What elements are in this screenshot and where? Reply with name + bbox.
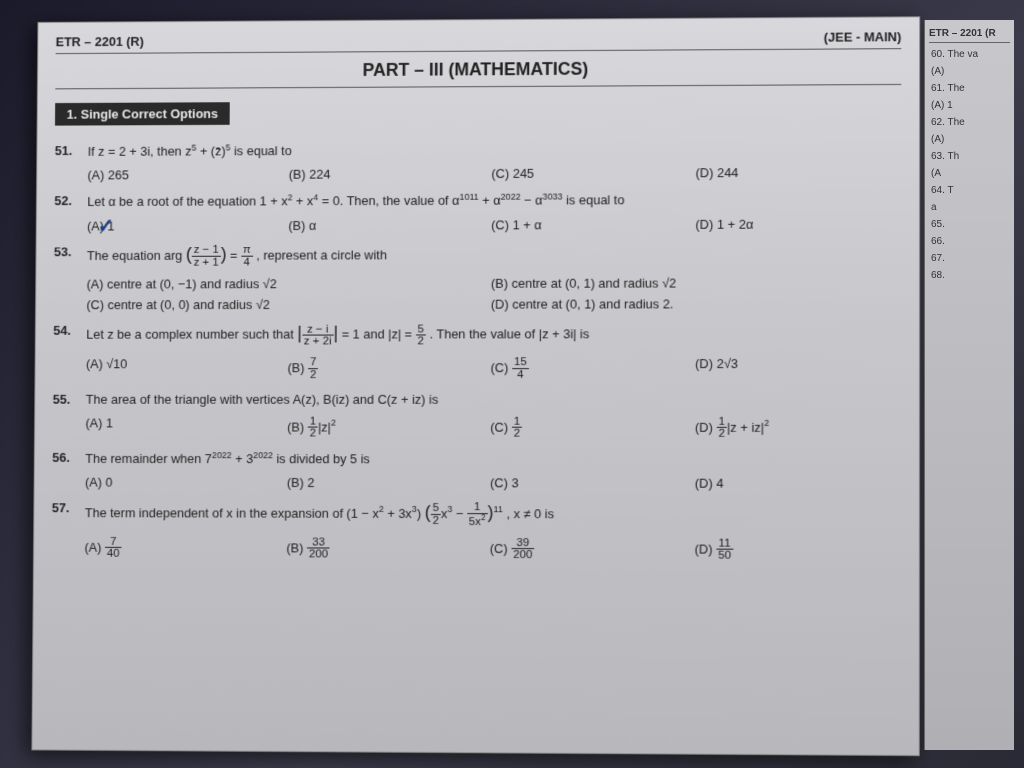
tick-mark: ✓	[98, 213, 114, 238]
side-item: a	[929, 202, 1010, 213]
question-57: 57. The term independent of x in the exp…	[52, 501, 901, 529]
q52-opt-d: (D) 1 + 2α	[695, 213, 901, 234]
q54-num: 54.	[53, 323, 86, 347]
q51-opt-a: (A) 265	[87, 164, 288, 185]
q57-opt-a: (A) 740	[84, 533, 286, 564]
q51-text: If z = 2 + 3i, then z5 + (z̄)5 is equal …	[88, 140, 902, 160]
question-53: 53. The equation arg (z − 1z + 1) = π4 ,…	[54, 242, 901, 268]
q54-opt-a: (A) √10	[86, 354, 288, 384]
q56-options: (A) 0 (B) 2 (C) 3 (D) 4	[85, 472, 901, 494]
side-item: (A	[929, 168, 1010, 179]
q52-opt-a: (A) 1	[87, 215, 288, 236]
exam-page: ETR – 2201 (R) (JEE - MAIN) PART – III (…	[31, 16, 920, 756]
header-row: ETR – 2201 (R) (JEE - MAIN)	[56, 29, 902, 54]
q57-opt-d: (D) 1150	[695, 534, 901, 565]
q54-text: Let z be a complex number such that |z −…	[86, 322, 901, 347]
q53-opt-c: (C) centre at (0, 0) and radius √2	[86, 294, 491, 315]
question-55: 55. The area of the triangle with vertic…	[53, 391, 901, 406]
q53-opt-b: (B) centre at (0, 1) and radius √2	[491, 273, 901, 295]
question-51: 51. If z = 2 + 3i, then z5 + (z̄)5 is eq…	[55, 140, 901, 160]
q54-opt-d: (D) 2√3	[695, 353, 901, 383]
q55-text: The area of the triangle with vertices A…	[86, 391, 901, 406]
side-item: 62. The	[929, 117, 1010, 128]
side-item: 66.	[929, 236, 1010, 247]
q56-text: The remainder when 72022 + 32022 is divi…	[85, 450, 901, 467]
q51-opt-d: (D) 244	[696, 162, 902, 184]
q52-options: (A) 1 (B) α (C) 1 + α (D) 1 + 2α	[87, 213, 901, 236]
question-56: 56. The remainder when 72022 + 32022 is …	[52, 450, 901, 467]
question-54: 54. Let z be a complex number such that …	[53, 322, 901, 347]
q52-opt-b: (B) α	[288, 214, 491, 235]
q56-opt-a: (A) 0	[85, 472, 287, 493]
q53-opt-a: (A) centre at (0, −1) and radius √2	[87, 273, 491, 294]
q56-num: 56.	[52, 450, 85, 466]
q55-opt-c: (C) 12	[490, 412, 695, 442]
q54-opt-c: (C) 154	[491, 353, 696, 383]
q52-text: Let α be a root of the equation 1 + x2 +…	[87, 191, 901, 210]
q55-opt-d: (D) 12|z + iz|2	[695, 412, 901, 443]
q57-text: The term independent of x in the expansi…	[85, 501, 901, 529]
q53-opt-d: (D) centre at (0, 1) and radius 2.	[491, 294, 901, 315]
question-52: 52. Let α be a root of the equation 1 + …	[54, 191, 901, 210]
side-item: 60. The va	[929, 49, 1010, 60]
q57-opt-c: (C) 39200	[490, 534, 695, 565]
q57-num: 57.	[52, 501, 85, 527]
side-item: 63. Th	[929, 151, 1010, 162]
q55-options: (A) 1 (B) 12|z|2 (C) 12 (D) 12|z + iz|2	[85, 412, 901, 443]
header-right: (JEE - MAIN)	[824, 29, 902, 44]
side-item: (A) 1	[929, 100, 1010, 111]
side-header: ETR – 2201 (R	[929, 28, 1010, 43]
q55-num: 55.	[53, 391, 86, 406]
q56-opt-b: (B) 2	[287, 472, 490, 493]
q51-opt-b: (B) 224	[289, 163, 492, 184]
side-item: 64. T	[929, 185, 1010, 196]
q53-num: 53.	[54, 244, 87, 268]
side-item: 61. The	[929, 83, 1010, 94]
q56-opt-c: (C) 3	[490, 473, 695, 494]
q53-text: The equation arg (z − 1z + 1) = π4 , rep…	[87, 242, 901, 268]
q55-opt-b: (B) 12|z|2	[287, 412, 490, 442]
q55-opt-a: (A) 1	[85, 412, 287, 442]
q54-opt-b: (B) 72	[287, 353, 490, 383]
q51-options: (A) 265 (B) 224 (C) 245 (D) 244	[87, 162, 901, 186]
side-item: 65.	[929, 219, 1010, 230]
q57-options: (A) 740 (B) 33200 (C) 39200 (D) 1150	[84, 533, 900, 566]
section-header: Single Correct Options	[55, 102, 230, 125]
q51-num: 51.	[55, 143, 88, 159]
side-item: (A)	[929, 134, 1010, 145]
q52-num: 52.	[54, 194, 87, 210]
side-item: (A)	[929, 66, 1010, 77]
q52-opt-c: (C) 1 + α	[491, 214, 695, 235]
header-left: ETR – 2201 (R)	[56, 34, 144, 49]
side-item: 67.	[929, 253, 1010, 264]
q56-opt-d: (D) 4	[695, 473, 901, 494]
part-title: PART – III (MATHEMATICS)	[55, 57, 901, 89]
q51-opt-c: (C) 245	[491, 163, 695, 185]
q54-options: (A) √10 (B) 72 (C) 154 (D) 2√3	[86, 353, 901, 383]
q57-opt-b: (B) 33200	[286, 533, 489, 564]
side-item: 68.	[929, 270, 1010, 281]
side-page: ETR – 2201 (R 60. The va (A) 61. The (A) …	[924, 20, 1014, 750]
q53-options: (A) centre at (0, −1) and radius √2 (B) …	[86, 273, 901, 316]
